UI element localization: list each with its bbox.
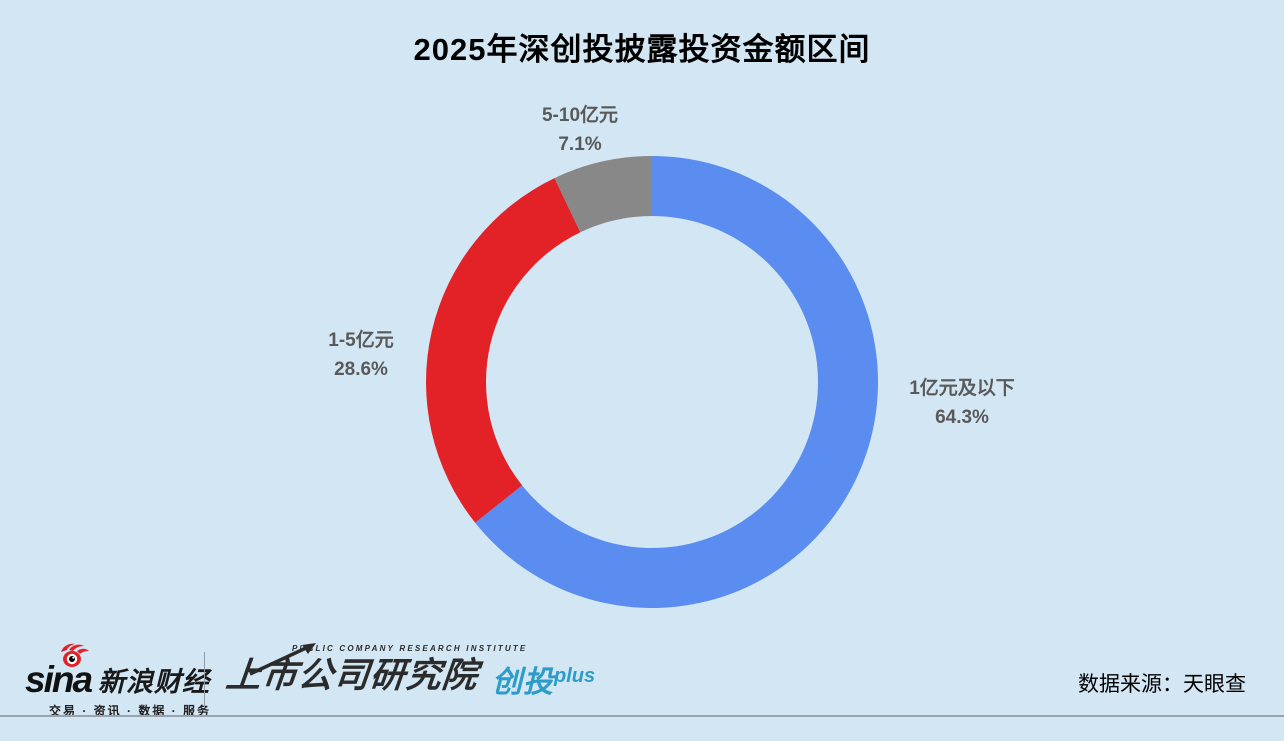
sina-wordmark: sina xyxy=(25,659,93,700)
plus-text: plus xyxy=(554,665,596,687)
chuangtou-plus-logo: 创投plus xyxy=(492,654,595,710)
sina-tagline: 交易 · 资讯 · 数据 · 服务 xyxy=(49,704,211,718)
chuangtou-text: 创投 xyxy=(492,666,555,699)
footer-rule xyxy=(0,715,1284,717)
sina-finance-logo: sina 新浪财经 交易 · 资讯 · 数据 · 服务 xyxy=(25,643,211,719)
donut-slice-1亿元及以下 xyxy=(475,156,878,608)
pcri-logo: PUBLIC COMPANY RESEARCH INSTITUTE 上市公司研究… xyxy=(224,643,595,710)
slice-label-name: 1亿元及以下 xyxy=(909,378,1015,399)
slice-label-5-10: 5-10亿元 7.1% xyxy=(470,101,690,159)
donut-slice-1-5亿元 xyxy=(425,178,581,523)
slice-label-pct: 64.3% xyxy=(935,407,989,428)
footer: sina 新浪财经 交易 · 资讯 · 数据 · 服务 PUBLIC COMPA… xyxy=(0,640,1284,741)
slice-label-name: 1-5亿元 xyxy=(328,330,394,351)
page-title: 2025年深创投披露投资金额区间 xyxy=(413,32,871,67)
pcri-arrow-icon xyxy=(249,643,316,676)
pcri-cn-text: 上市公司研究院 xyxy=(224,656,481,695)
slice-label-name: 5-10亿元 xyxy=(541,105,619,126)
donut-slice-5-10亿元 xyxy=(554,156,652,233)
slice-label-1-5: 1-5亿元 28.6% xyxy=(251,326,471,384)
slice-label-pct: 28.6% xyxy=(334,359,388,380)
sina-brand-text: 新浪财经 xyxy=(98,667,211,697)
slice-label-pct: 7.1% xyxy=(558,134,602,155)
data-source: 数据来源：天眼查 xyxy=(1078,673,1246,696)
sina-eye-icon xyxy=(61,643,89,667)
pcri-en-text: PUBLIC COMPANY RESEARCH INSTITUTE xyxy=(292,644,528,653)
footer-divider xyxy=(204,652,205,708)
slice-label-under-1: 1亿元及以下 64.3% xyxy=(852,374,1072,432)
